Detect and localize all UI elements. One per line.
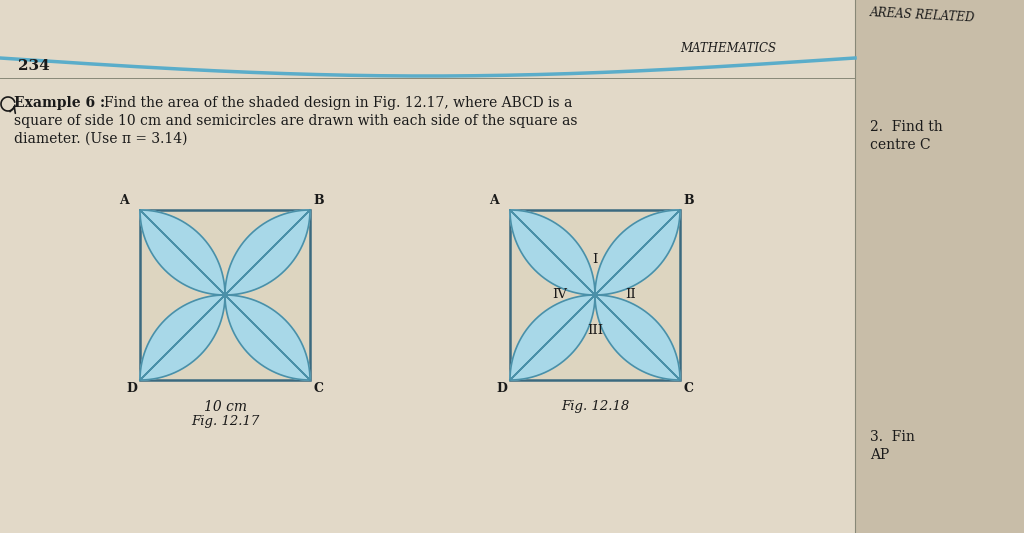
Text: C: C	[313, 382, 323, 395]
Text: AREAS RELATED: AREAS RELATED	[870, 6, 976, 25]
Text: MATHEMATICS: MATHEMATICS	[680, 42, 776, 55]
Text: 234: 234	[18, 59, 50, 73]
Polygon shape	[225, 295, 310, 380]
Text: Fig. 12.17: Fig. 12.17	[190, 415, 259, 428]
Polygon shape	[140, 210, 225, 295]
Text: diameter. (Use π = 3.14): diameter. (Use π = 3.14)	[14, 132, 187, 146]
Text: 10 cm: 10 cm	[204, 400, 247, 414]
Text: B: B	[683, 194, 693, 207]
Bar	[510, 210, 680, 380]
Text: AP: AP	[870, 448, 889, 462]
Bar	[0, 0, 855, 533]
Polygon shape	[595, 210, 680, 295]
Text: D: D	[126, 382, 137, 395]
Text: D: D	[496, 382, 507, 395]
Text: II: II	[626, 288, 636, 302]
Text: A: A	[119, 194, 129, 207]
Polygon shape	[510, 295, 595, 380]
Polygon shape	[510, 210, 595, 295]
Text: IV: IV	[552, 288, 567, 302]
Text: Find the area of the shaded design in Fig. 12.17, where ABCD is a: Find the area of the shaded design in Fi…	[104, 96, 572, 110]
Text: centre C: centre C	[870, 138, 931, 152]
Text: 2.  Find th: 2. Find th	[870, 120, 943, 134]
Text: III: III	[587, 324, 603, 337]
Text: Fig. 12.18: Fig. 12.18	[561, 400, 629, 413]
Bar	[140, 210, 310, 380]
Text: 3.  Fin: 3. Fin	[870, 430, 914, 444]
Text: square of side 10 cm and semicircles are drawn with each side of the square as: square of side 10 cm and semicircles are…	[14, 114, 578, 128]
Text: A: A	[489, 194, 499, 207]
Text: I: I	[592, 253, 598, 266]
Bar	[855, 0, 1024, 533]
Polygon shape	[595, 295, 680, 380]
Text: C: C	[683, 382, 693, 395]
Text: B: B	[313, 194, 324, 207]
Polygon shape	[140, 295, 225, 380]
Text: Example 6 :: Example 6 :	[14, 96, 105, 110]
Polygon shape	[225, 210, 310, 295]
